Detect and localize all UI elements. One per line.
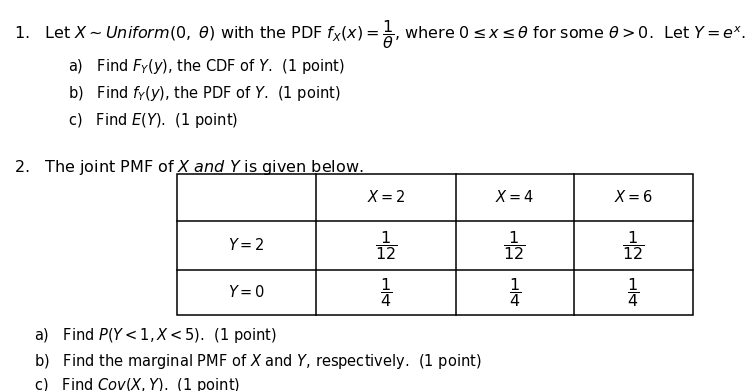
Text: $Y = 2$: $Y = 2$	[228, 237, 265, 253]
Text: a)   Find $P(Y < 1, X < 5)$.  (1 point): a) Find $P(Y < 1, X < 5)$. (1 point)	[34, 326, 276, 346]
Text: $X = 4$: $X = 4$	[495, 190, 534, 205]
Text: $\dfrac{1}{12}$: $\dfrac{1}{12}$	[375, 229, 397, 262]
Text: c)   Find $E(Y)$.  (1 point): c) Find $E(Y)$. (1 point)	[68, 111, 238, 131]
Text: $X = 6$: $X = 6$	[614, 190, 653, 205]
Text: $\dfrac{1}{4}$: $\dfrac{1}{4}$	[627, 276, 639, 309]
Text: b)   Find $f_Y(y)$, the PDF of $Y$.  (1 point): b) Find $f_Y(y)$, the PDF of $Y$. (1 poi…	[68, 84, 340, 103]
Text: $\dfrac{1}{12}$: $\dfrac{1}{12}$	[622, 229, 645, 262]
Text: b)   Find the marginal PMF of $X$ and $Y$, respectively.  (1 point): b) Find the marginal PMF of $X$ and $Y$,…	[34, 352, 481, 371]
Text: $\dfrac{1}{12}$: $\dfrac{1}{12}$	[504, 229, 526, 262]
Text: $X = 2$: $X = 2$	[367, 190, 405, 205]
Text: 1.   Let $X \sim \mathit{Uniform}(0,\ \theta)$ with the PDF $f_X(x) = \dfrac{1}{: 1. Let $X \sim \mathit{Uniform}(0,\ \the…	[14, 18, 745, 50]
Text: c)   Find $\mathit{Cov}(X, Y)$.  (1 point): c) Find $\mathit{Cov}(X, Y)$. (1 point)	[34, 376, 240, 391]
Text: $\dfrac{1}{4}$: $\dfrac{1}{4}$	[508, 276, 521, 309]
Text: $\dfrac{1}{4}$: $\dfrac{1}{4}$	[380, 276, 392, 309]
Text: 2.   The joint PMF of $\boldsymbol{\mathit{X}}$ $\boldsymbol{\mathit{and}}$ $\bo: 2. The joint PMF of $\boldsymbol{\mathit…	[14, 158, 363, 178]
Bar	[177, 174, 693, 315]
Text: $Y = 0$: $Y = 0$	[228, 284, 265, 300]
Text: a)   Find $F_Y(y)$, the CDF of $Y$.  (1 point): a) Find $F_Y(y)$, the CDF of $Y$. (1 poi…	[68, 57, 345, 76]
